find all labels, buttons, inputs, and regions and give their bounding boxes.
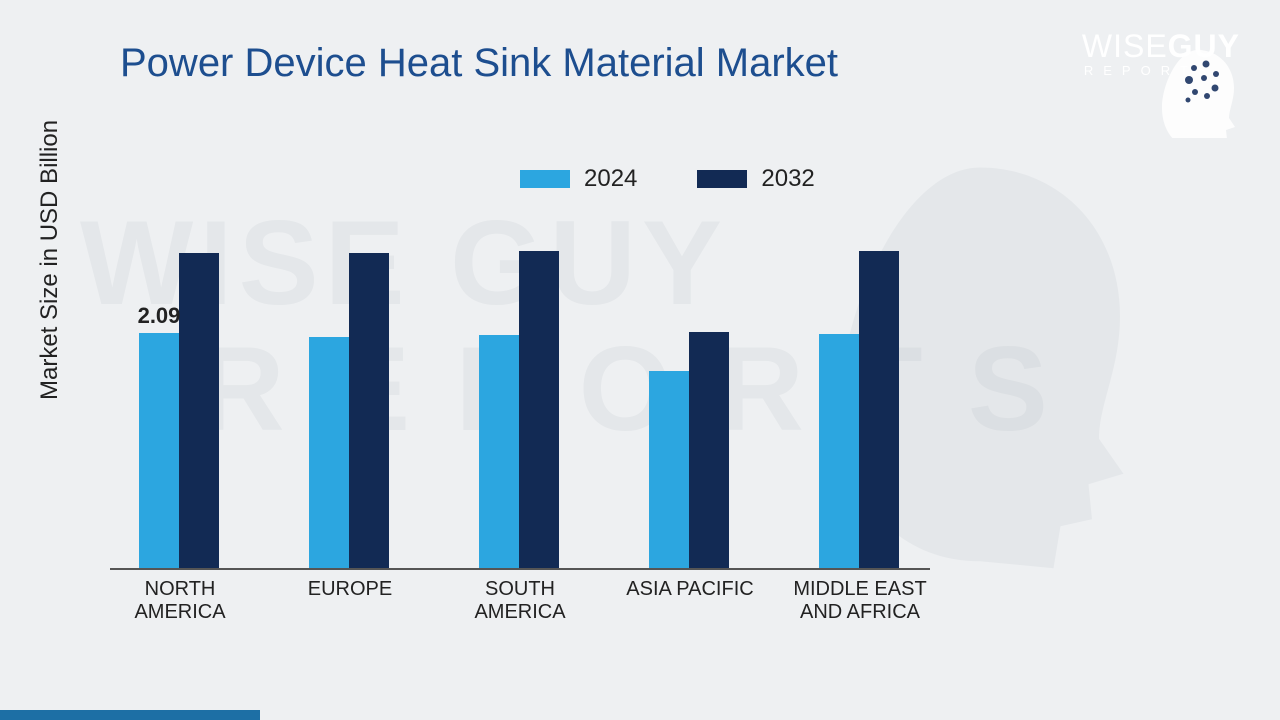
bar-2024 [819,334,859,568]
x-axis-line [110,568,930,570]
bar-2032 [689,332,729,568]
chart-title: Power Device Heat Sink Material Market [120,40,838,86]
bar-chart: 2.09NORTH AMERICAEUROPESOUTH AMERICAASIA… [110,210,930,570]
legend: 2024 2032 [520,165,815,193]
brand-logo: WISEGUY REPORTS [1082,28,1240,78]
bar-2032 [859,251,899,568]
legend-swatch-2032 [697,170,747,188]
legend-label-2024: 2024 [584,165,637,193]
x-axis-category-label: SOUTH AMERICA [445,578,595,624]
legend-item-2024: 2024 [520,165,637,193]
legend-swatch-2024 [520,170,570,188]
x-axis-category-label: NORTH AMERICA [105,578,255,624]
bar-value-label: 2.09 [119,303,199,329]
legend-label-2032: 2032 [761,165,814,193]
legend-item-2032: 2032 [697,165,814,193]
bar-2024 [649,371,689,568]
y-axis-label: Market Size in USD Billion [36,120,64,400]
bar-2024 [139,333,179,568]
logo-word-1: WISE [1082,28,1168,64]
bottom-accent-bar [0,710,260,720]
x-axis-category-label: ASIA PACIFIC [615,578,765,601]
bar-2032 [349,253,389,568]
bar-2032 [179,253,219,568]
x-axis-category-label: MIDDLE EAST AND AFRICA [785,578,935,624]
bar-2024 [479,335,519,568]
bar-2032 [519,251,559,568]
logo-head-icon [1160,48,1240,138]
x-axis-category-label: EUROPE [275,578,425,601]
bar-2024 [309,337,349,568]
